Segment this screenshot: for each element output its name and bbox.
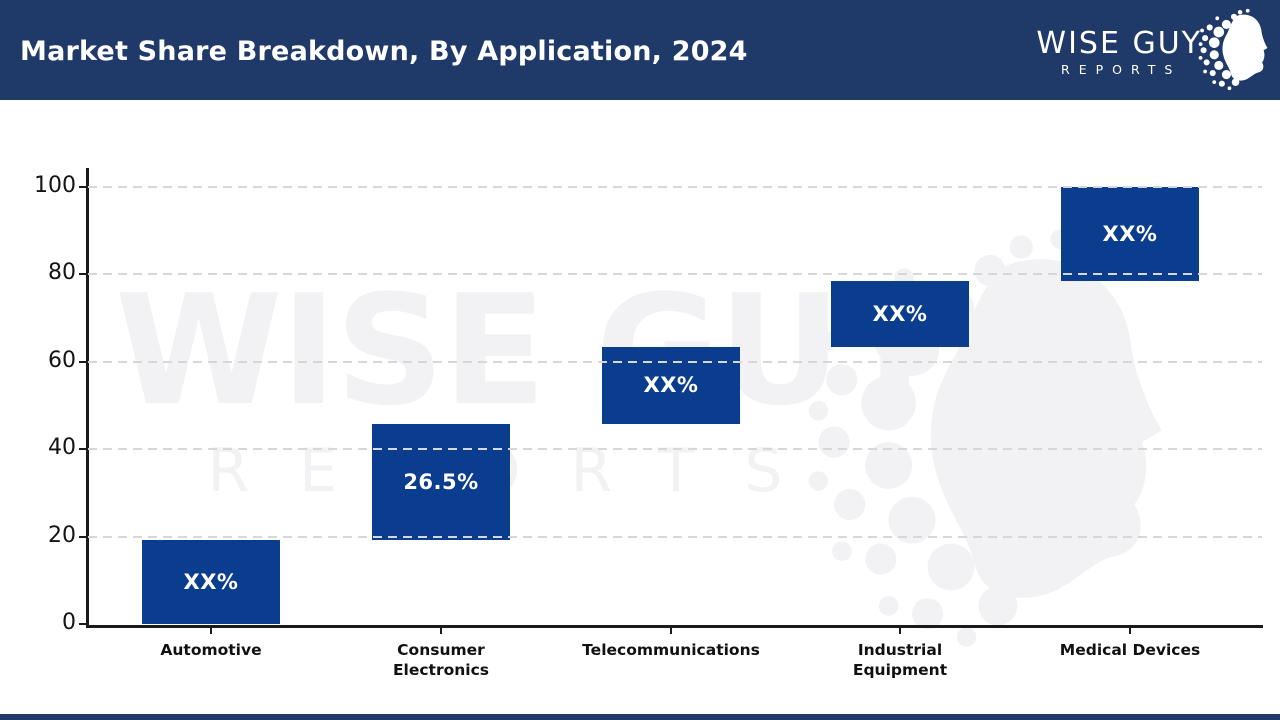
brand-logo: WISE GUY REPORTS <box>1036 6 1272 96</box>
category-label-line: Automotive <box>160 641 262 659</box>
y-tick-label: 0 <box>62 610 76 635</box>
gridline-80 <box>88 273 1262 275</box>
y-axis-line <box>86 168 89 628</box>
chart-title: Market Share Breakdown, By Application, … <box>20 36 748 67</box>
x-axis-line <box>86 625 1263 628</box>
category-label-2: Telecommunications <box>561 640 781 660</box>
footer-bar <box>0 714 1280 720</box>
x-tick-1 <box>440 628 442 634</box>
category-label-4: Medical Devices <box>1020 640 1240 660</box>
y-tick-label: 40 <box>48 435 76 460</box>
gridline-20 <box>88 535 1262 538</box>
header-bar: Market Share Breakdown, By Application, … <box>0 0 1280 100</box>
y-tick-40 <box>79 448 87 450</box>
y-tick-20 <box>79 535 87 538</box>
bar-value-label: XX% <box>643 373 699 398</box>
y-tick-label: 20 <box>48 522 76 548</box>
x-tick-3 <box>899 628 901 634</box>
y-tick-80 <box>79 273 87 275</box>
x-tick-0 <box>210 628 212 634</box>
y-tick-label: 60 <box>48 347 76 373</box>
bar-automotive: XX% <box>142 539 280 624</box>
x-tick-4 <box>1129 628 1131 634</box>
bar-value-label: XX% <box>872 302 928 327</box>
brand-wordmark: WISE GUY REPORTS <box>1036 26 1202 77</box>
y-tick-100 <box>79 185 87 188</box>
brand-head-icon <box>1198 8 1268 91</box>
y-tick-label: 80 <box>48 260 76 285</box>
y-tick-0 <box>79 623 87 625</box>
bar-value-label: XX% <box>183 569 239 594</box>
y-tick-label: 100 <box>34 172 76 198</box>
gridline-40 <box>88 448 1262 450</box>
bar-value-label: 26.5% <box>403 469 479 494</box>
gridline-100 <box>88 185 1262 188</box>
bar-telecommunications: XX% <box>602 347 740 424</box>
category-label-line: Industrial <box>857 641 943 659</box>
bar-value-label: XX% <box>1102 221 1158 246</box>
category-label-0: Automotive <box>101 640 321 660</box>
category-label-line: Electronics <box>392 661 490 680</box>
gridline-60 <box>88 360 1262 363</box>
brand-subtitle: REPORTS <box>1061 61 1182 77</box>
x-tick-2 <box>670 628 672 634</box>
category-label-line: Medical Devices <box>1059 641 1201 659</box>
chart-plot-area: 0 20 40 60 80 100 XX% Automotive 26.5% Consumer El… <box>0 100 1280 720</box>
brand-name: WISE GUY <box>1036 25 1202 61</box>
bar-medical-devices: XX% <box>1061 186 1199 281</box>
bar-consumer-electronics: 26.5% <box>372 423 510 540</box>
category-label-line: Telecommunications <box>582 641 760 659</box>
category-label-1: Consumer Electronics <box>331 640 551 680</box>
bar-industrial-equipment: XX% <box>831 281 969 348</box>
category-label-line: Equipment <box>852 661 948 680</box>
y-tick-60 <box>79 360 87 363</box>
category-label-3: Industrial Equipment <box>790 640 1010 680</box>
category-label-line: Consumer <box>397 641 485 659</box>
